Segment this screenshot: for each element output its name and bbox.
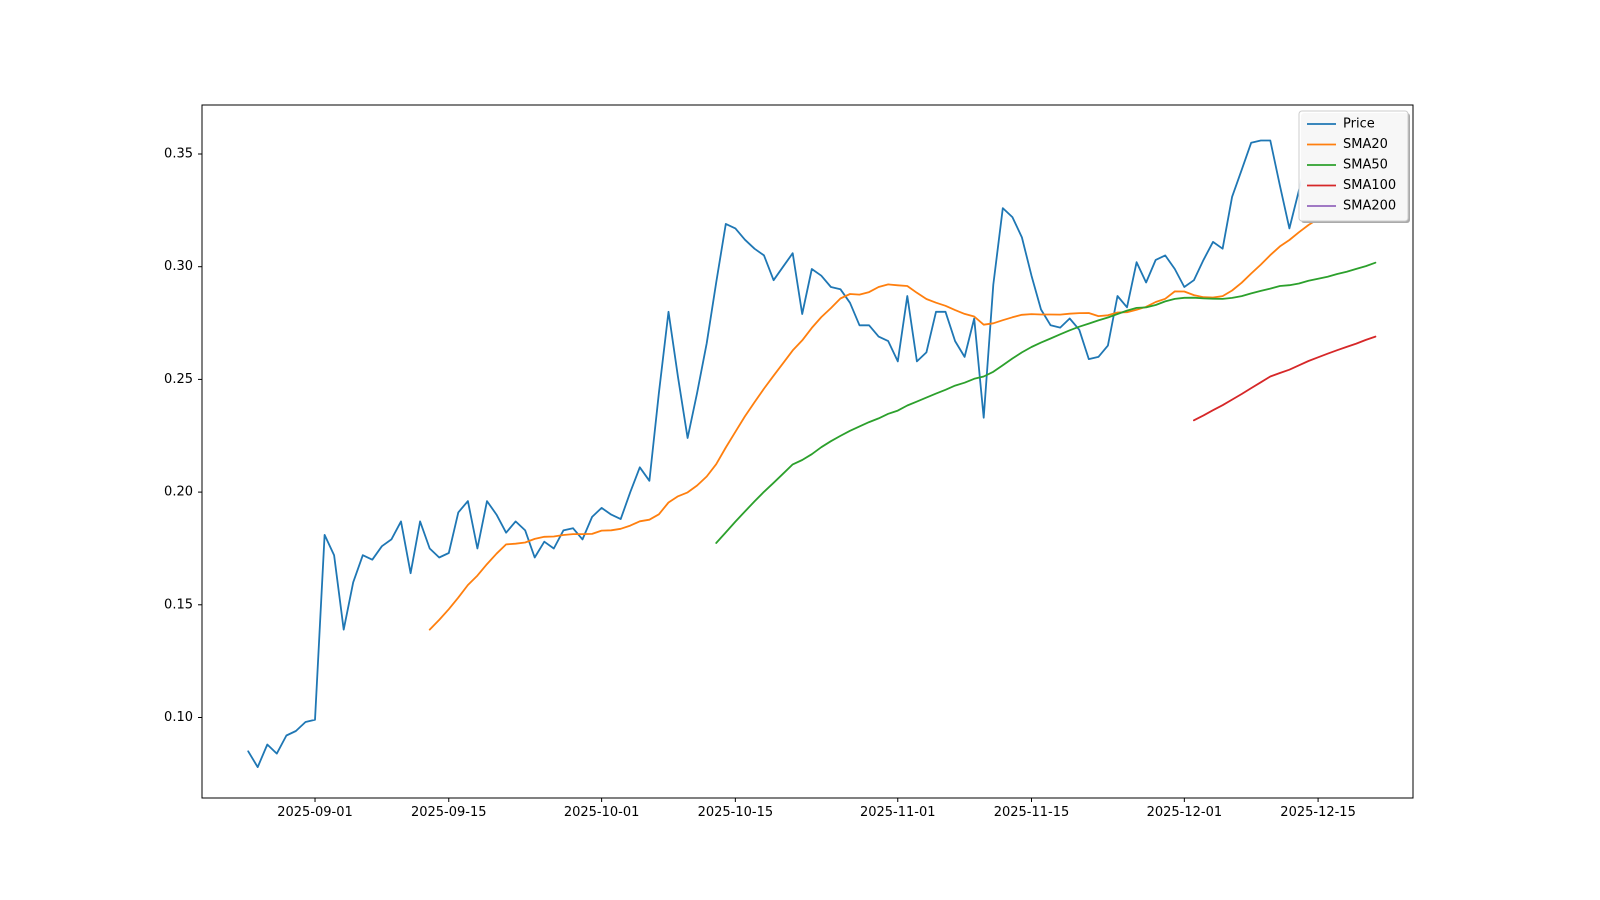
- legend-item-sma100: SMA100: [1307, 178, 1396, 193]
- x-tick-label: 2025-10-15: [698, 805, 774, 820]
- x-tick-label: 2025-10-01: [564, 805, 640, 820]
- series-line-sma50: [715, 261, 1377, 544]
- x-tick-label: 2025-12-01: [1147, 805, 1223, 820]
- series-line-sma100: [1193, 335, 1377, 422]
- y-tick-label: 0.35: [164, 147, 193, 162]
- y-tick-label: 0.15: [164, 597, 193, 612]
- plot-series: [247, 139, 1377, 768]
- axes-frame: [201, 104, 1414, 799]
- series-line-sma20: [428, 196, 1377, 631]
- x-tick-label: 2025-11-01: [860, 805, 936, 820]
- x-tick-label: 2025-09-15: [411, 805, 487, 820]
- y-tick-label: 0.20: [164, 485, 193, 500]
- legend-item-sma200: SMA200: [1307, 199, 1396, 214]
- legend-item-price: Price: [1307, 117, 1375, 132]
- y-tick-label: 0.10: [164, 710, 193, 725]
- legend-label: Price: [1343, 117, 1375, 132]
- y-axis-ticks: 0.10 0.15 0.20 0.25 0.30 0.35: [164, 147, 202, 725]
- y-tick-label: 0.25: [164, 372, 193, 387]
- x-tick-label: 2025-11-15: [994, 805, 1070, 820]
- legend-label: SMA200: [1343, 199, 1396, 214]
- plot-border: [201, 104, 1414, 799]
- y-tick-label: 0.30: [164, 259, 193, 274]
- x-tick-label: 2025-09-01: [277, 805, 353, 820]
- legend-label: SMA100: [1343, 178, 1396, 193]
- legend-label: SMA50: [1343, 158, 1388, 173]
- legend-item-sma50: SMA50: [1307, 158, 1388, 173]
- legend-item-sma20: SMA20: [1307, 137, 1388, 152]
- series-line-price: [247, 139, 1377, 768]
- x-axis-ticks: 2025-09-01 2025-09-15 2025-10-01 2025-10-15…: [277, 798, 1356, 820]
- legend-box: [1298, 110, 1409, 222]
- legend-label: SMA20: [1343, 137, 1388, 152]
- legend: Price SMA20 SMA50 SMA100 SMA200: [1298, 110, 1410, 223]
- x-tick-label: 2025-12-15: [1280, 805, 1356, 820]
